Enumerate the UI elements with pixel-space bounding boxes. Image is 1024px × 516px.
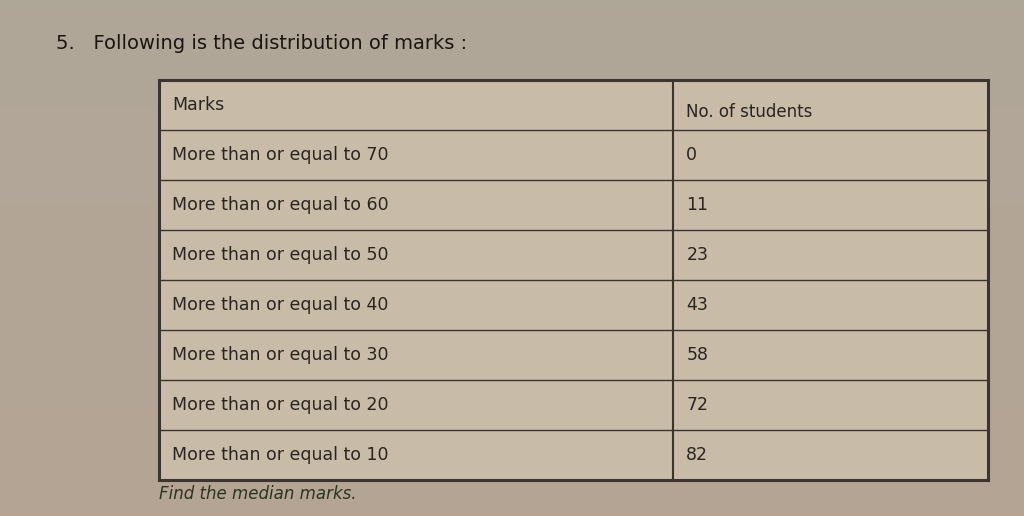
Text: No. of students: No. of students <box>686 104 813 121</box>
Text: 72: 72 <box>686 396 709 414</box>
Text: 11: 11 <box>686 196 709 214</box>
Text: More than or equal to 70: More than or equal to 70 <box>172 146 388 164</box>
Text: More than or equal to 30: More than or equal to 30 <box>172 346 388 364</box>
Text: More than or equal to 60: More than or equal to 60 <box>172 196 389 214</box>
Text: More than or equal to 20: More than or equal to 20 <box>172 396 388 414</box>
Text: 82: 82 <box>686 446 709 464</box>
Text: 0: 0 <box>686 146 697 164</box>
Bar <box>159 80 988 480</box>
Text: More than or equal to 50: More than or equal to 50 <box>172 246 388 264</box>
Text: Find the median marks.: Find the median marks. <box>159 485 356 503</box>
Text: 58: 58 <box>686 346 709 364</box>
Text: 5.   Following is the distribution of marks :: 5. Following is the distribution of mark… <box>56 34 467 53</box>
Text: Marks: Marks <box>172 96 224 114</box>
Text: More than or equal to 10: More than or equal to 10 <box>172 446 388 464</box>
Text: 23: 23 <box>686 246 709 264</box>
Text: More than or equal to 40: More than or equal to 40 <box>172 296 388 314</box>
Text: 43: 43 <box>686 296 709 314</box>
